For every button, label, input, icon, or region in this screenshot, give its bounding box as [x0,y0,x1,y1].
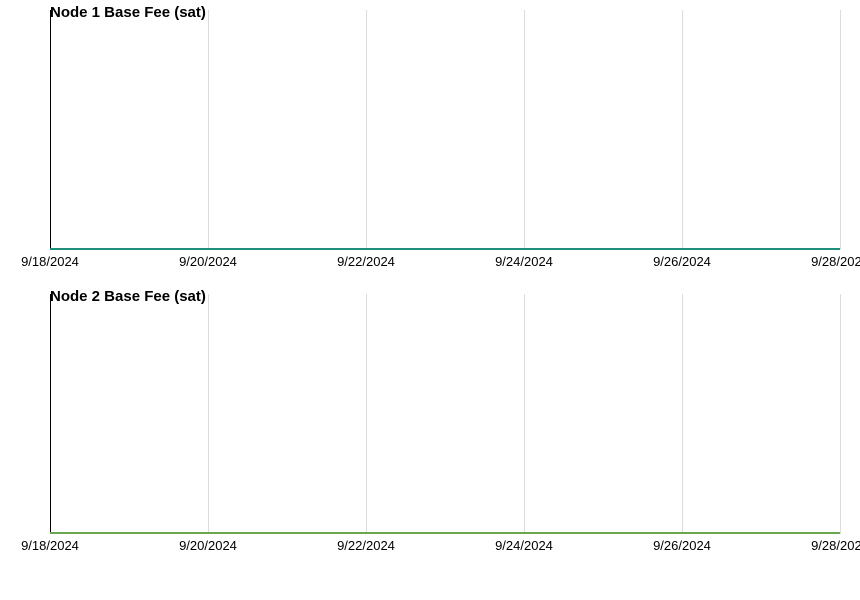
chart-node2-grid [840,294,841,534]
charts-container: Node 1 Base Fee (sat) 9/18/2024 9/20/202… [0,0,860,600]
chart-node2-y-axis [50,294,51,534]
chart-node2-x-labels: 9/18/2024 9/20/2024 9/22/2024 9/24/2024 … [50,538,840,556]
x-tick: 9/24/2024 [495,538,553,553]
x-tick: 9/22/2024 [337,254,395,269]
x-tick: 9/20/2024 [179,538,237,553]
chart-node1-grid [208,10,209,250]
chart-node1-plot [50,10,840,250]
chart-node2-grid [208,294,209,534]
x-tick: 9/18/2024 [21,254,79,269]
chart-node1-y-axis [50,10,51,250]
chart-node1-grid [366,10,367,250]
chart-node1-grid [682,10,683,250]
chart-node1-series [50,248,840,250]
chart-node2-grid [524,294,525,534]
x-tick: 9/28/2024 [811,538,860,553]
chart-node1: Node 1 Base Fee (sat) 9/18/2024 9/20/202… [10,4,850,280]
chart-node2-title: Node 2 Base Fee (sat) [50,288,206,305]
chart-node1-grid [524,10,525,250]
chart-node1-x-labels: 9/18/2024 9/20/2024 9/22/2024 9/24/2024 … [50,254,840,272]
x-tick: 9/26/2024 [653,538,711,553]
chart-node1-grid [840,10,841,250]
x-tick: 9/24/2024 [495,254,553,269]
chart-node2-plot [50,294,840,534]
x-tick: 9/26/2024 [653,254,711,269]
chart-node2: Node 2 Base Fee (sat) 9/18/2024 9/20/202… [10,288,850,564]
x-tick: 9/22/2024 [337,538,395,553]
x-tick: 9/18/2024 [21,538,79,553]
chart-node1-title: Node 1 Base Fee (sat) [50,4,206,21]
chart-node2-grid [366,294,367,534]
x-tick: 9/20/2024 [179,254,237,269]
chart-node2-series [50,532,840,534]
x-tick: 9/28/2024 [811,254,860,269]
chart-node2-grid [682,294,683,534]
